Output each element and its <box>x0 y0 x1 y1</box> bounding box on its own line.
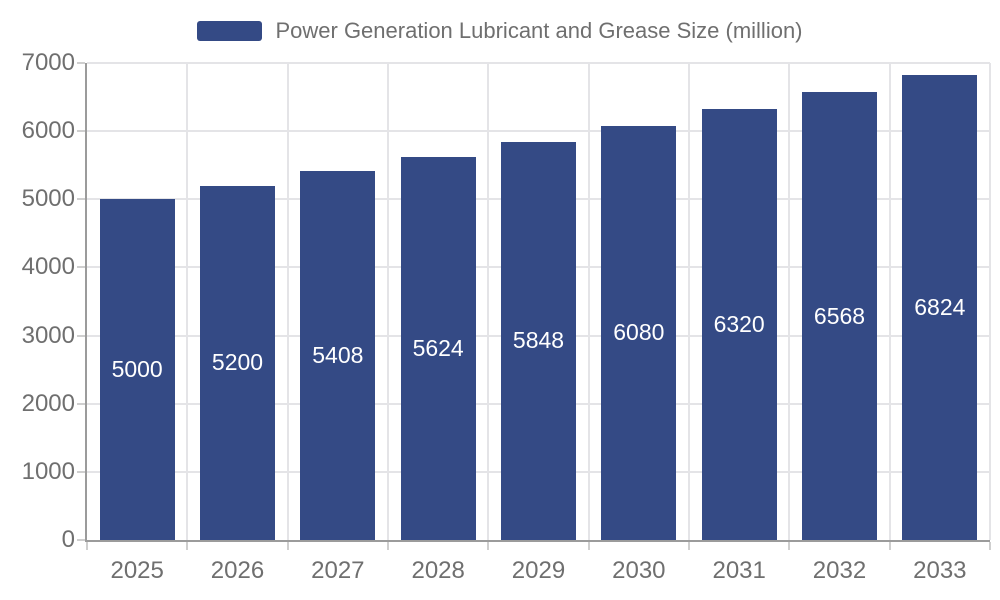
x-axis-tick <box>487 542 490 550</box>
h-gridline <box>87 130 990 133</box>
legend-label: Power Generation Lubricant and Grease Si… <box>275 18 803 43</box>
bar[interactable]: 6080 <box>601 125 677 540</box>
h-gridline <box>87 62 990 64</box>
y-axis-tick <box>77 266 85 269</box>
x-axis-tick-label: 2026 <box>210 557 265 584</box>
x-axis-tick-label: 2033 <box>913 557 967 584</box>
x-axis-tick-label: 2027 <box>311 557 365 584</box>
x-axis-tick-label: 2028 <box>411 557 465 584</box>
v-gridline <box>587 63 590 540</box>
y-axis-tick <box>77 62 85 64</box>
bar-value-label: 5000 <box>111 356 163 383</box>
bar[interactable]: 6320 <box>701 109 777 540</box>
y-axis-tick <box>77 539 85 541</box>
v-gridline <box>286 63 289 540</box>
bar-value-label: 6320 <box>713 311 765 338</box>
x-axis-tick <box>286 542 289 550</box>
bar-value-label: 5200 <box>211 349 264 376</box>
bar-value-label: 5624 <box>412 334 464 361</box>
bar-value-label: 6568 <box>813 302 866 329</box>
y-axis-tick-label: 3000 <box>21 321 75 349</box>
bar-value-label: 6080 <box>613 319 665 346</box>
bar[interactable]: 5848 <box>500 141 577 540</box>
bar[interactable]: 6568 <box>801 92 878 540</box>
y-axis-tick <box>77 402 85 405</box>
bar-value-label: 5408 <box>312 342 364 369</box>
x-axis-tick-label: 2031 <box>712 557 766 584</box>
y-axis-tick <box>77 334 85 337</box>
bar[interactable]: 5000 <box>99 199 175 540</box>
bar[interactable]: 5200 <box>199 185 276 540</box>
x-axis-tick <box>587 542 590 550</box>
v-gridline <box>788 63 791 540</box>
x-axis-tick-label: 2030 <box>612 557 666 584</box>
y-axis-tick <box>77 130 85 133</box>
v-gridline <box>888 63 891 540</box>
bar-value-label: 5848 <box>512 327 565 354</box>
x-axis-tick <box>788 542 791 550</box>
plot-area: 0 1000 2000 3000 4000 5000 6000 7000 5000 2025 520… <box>22 49 991 584</box>
x-axis-tick <box>888 542 891 550</box>
y-axis-tick <box>77 198 85 201</box>
v-gridline <box>989 63 991 540</box>
legend[interactable]: Power Generation Lubricant and Grease Si… <box>0 18 1000 44</box>
y-axis-tick-label: 0 <box>61 526 75 553</box>
x-axis-tick-label: 2032 <box>812 557 867 584</box>
bar[interactable]: 5408 <box>300 171 376 540</box>
legend-swatch-icon <box>197 21 263 41</box>
x-axis-tick <box>86 542 88 550</box>
y-axis-tick-label: 1000 <box>21 457 75 485</box>
v-gridline <box>387 63 389 540</box>
v-gridline <box>487 63 490 540</box>
y-axis-tick-label: 7000 <box>21 49 75 76</box>
x-axis-tick <box>989 542 991 550</box>
y-axis-tick <box>77 470 85 473</box>
x-axis-tick-label: 2029 <box>511 557 566 584</box>
x-axis-tick-label: 2025 <box>110 557 164 584</box>
bar[interactable]: 5624 <box>400 156 476 540</box>
v-gridline <box>688 63 690 540</box>
y-axis-tick-label: 6000 <box>21 117 75 145</box>
x-axis-tick <box>186 542 189 550</box>
bar[interactable]: 6824 <box>902 74 978 540</box>
x-axis-tick <box>688 542 690 550</box>
y-axis-tick-label: 2000 <box>21 389 75 417</box>
y-axis-tick-label: 5000 <box>21 185 75 213</box>
v-gridline <box>186 63 189 540</box>
y-axis-tick-label: 4000 <box>21 253 75 281</box>
bar-value-label: 6824 <box>914 293 966 320</box>
x-axis-tick <box>387 542 389 550</box>
